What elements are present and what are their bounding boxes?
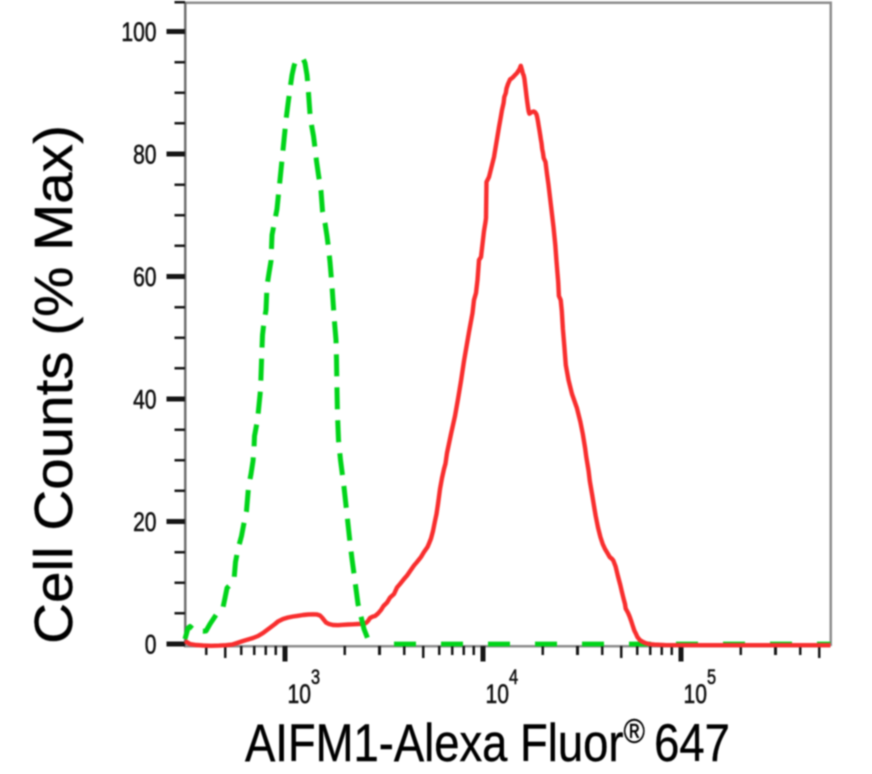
svg-text:5: 5 xyxy=(707,665,716,688)
svg-text:0: 0 xyxy=(145,630,157,660)
svg-text:10: 10 xyxy=(684,680,707,710)
svg-text:10: 10 xyxy=(486,680,509,710)
svg-text:100: 100 xyxy=(121,18,156,48)
svg-text:20: 20 xyxy=(133,508,156,538)
svg-text:4: 4 xyxy=(509,665,518,688)
svg-text:10: 10 xyxy=(288,680,311,710)
svg-text:Cell Counts (% Max): Cell Counts (% Max) xyxy=(23,125,84,644)
svg-text:3: 3 xyxy=(311,665,320,688)
svg-text:80: 80 xyxy=(133,140,156,170)
svg-text:AIFM1-Alexa Fluor® 647: AIFM1-Alexa Fluor® 647 xyxy=(245,711,730,769)
svg-text:40: 40 xyxy=(133,385,156,415)
svg-text:60: 60 xyxy=(133,263,156,293)
